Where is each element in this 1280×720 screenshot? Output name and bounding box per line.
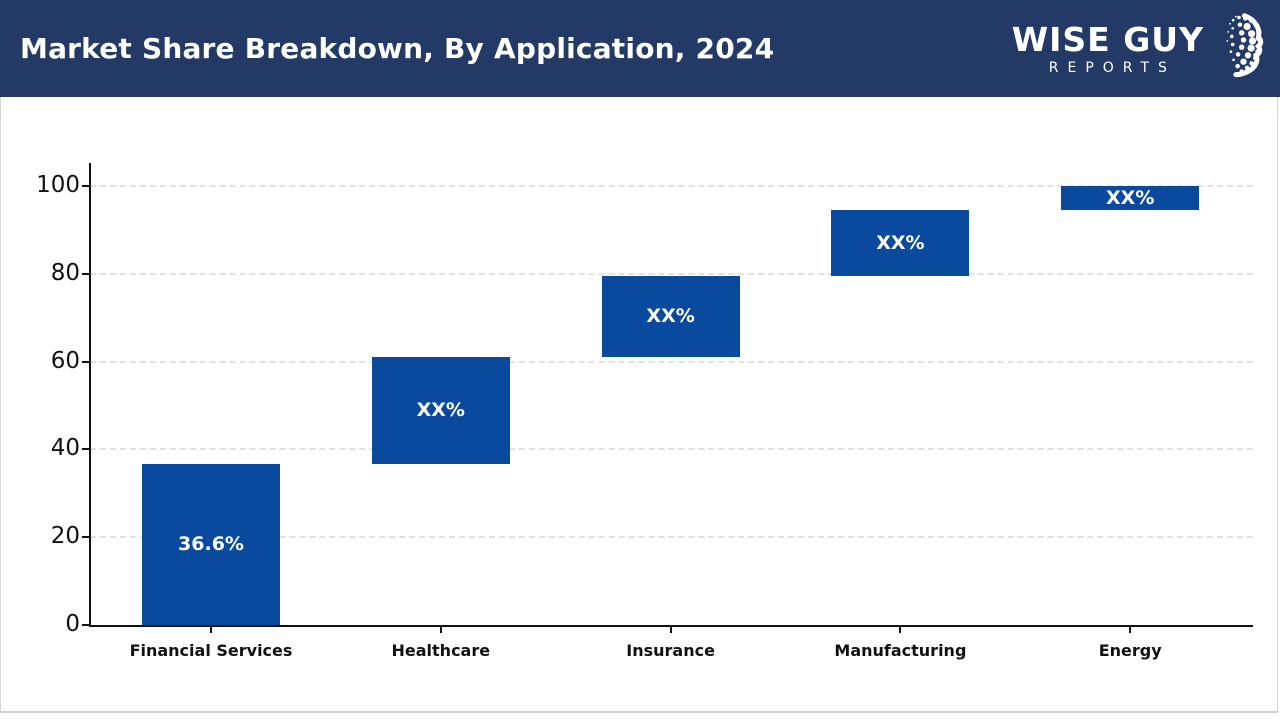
- bar-label-energy: XX%: [1106, 187, 1155, 209]
- x-tick-mark-insurance: [669, 625, 672, 633]
- y-tick-mark-0: [82, 624, 90, 626]
- y-axis-line: [89, 163, 91, 627]
- y-tick-mark-40: [82, 448, 90, 451]
- logo-face-dots-icon: [1212, 12, 1266, 85]
- bar-label-financial-services: 36.6%: [178, 533, 244, 556]
- x-tick-mark-healthcare: [439, 625, 442, 633]
- y-tick-mark-100: [82, 185, 90, 187]
- bar-manufacturing: [831, 210, 970, 277]
- bar-financial-services: [142, 464, 280, 625]
- y-tick-label-80: 80: [50, 259, 80, 286]
- y-tick-label-60: 60: [50, 347, 80, 374]
- logo-reports-text: REPORTS: [1048, 59, 1176, 76]
- y-tick-label-100: 100: [36, 172, 80, 198]
- y-tick-label-0: 0: [65, 611, 80, 637]
- page-title: Market Share Breakdown, By Application, …: [20, 32, 775, 65]
- x-tick-label-manufacturing: Manufacturing: [834, 641, 967, 660]
- y-tick-mark-20: [82, 536, 90, 539]
- x-tick-mark-energy: [1129, 625, 1132, 633]
- x-tick-label-healthcare: Healthcare: [391, 641, 491, 660]
- bar-healthcare: [371, 356, 510, 465]
- logo-text: WISE GUY REPORTS: [1012, 23, 1204, 75]
- x-tick-label-energy: Energy: [1098, 641, 1162, 660]
- x-tick-label-insurance: Insurance: [626, 641, 715, 660]
- grid-line-20: [90, 536, 1253, 539]
- grid-line-60: [90, 360, 1253, 363]
- grid-line-80: [90, 272, 1253, 275]
- grid-line-40: [90, 448, 1253, 451]
- logo-wordmark: WISE GUY: [1011, 19, 1204, 59]
- wise-guy-reports-logo: WISE GUY REPORTS: [1012, 12, 1280, 85]
- y-tick-mark-60: [82, 360, 90, 363]
- bar-insurance: [601, 276, 740, 357]
- x-tick-mark-financial-services: [210, 625, 212, 633]
- header: Market Share Breakdown, By Application, …: [0, 0, 1280, 97]
- x-axis-line: [89, 625, 1253, 627]
- bar-label-manufacturing: XX%: [876, 232, 925, 255]
- bar-label-insurance: XX%: [646, 305, 695, 328]
- y-tick-label-40: 40: [50, 435, 80, 462]
- y-tick-mark-80: [82, 272, 90, 275]
- x-tick-mark-manufacturing: [899, 625, 902, 633]
- grid-line-100: [90, 185, 1253, 187]
- y-tick-label-20: 20: [50, 523, 80, 550]
- x-tick-label-financial-services: Financial Services: [129, 641, 293, 660]
- bar-label-healthcare: XX%: [416, 398, 465, 421]
